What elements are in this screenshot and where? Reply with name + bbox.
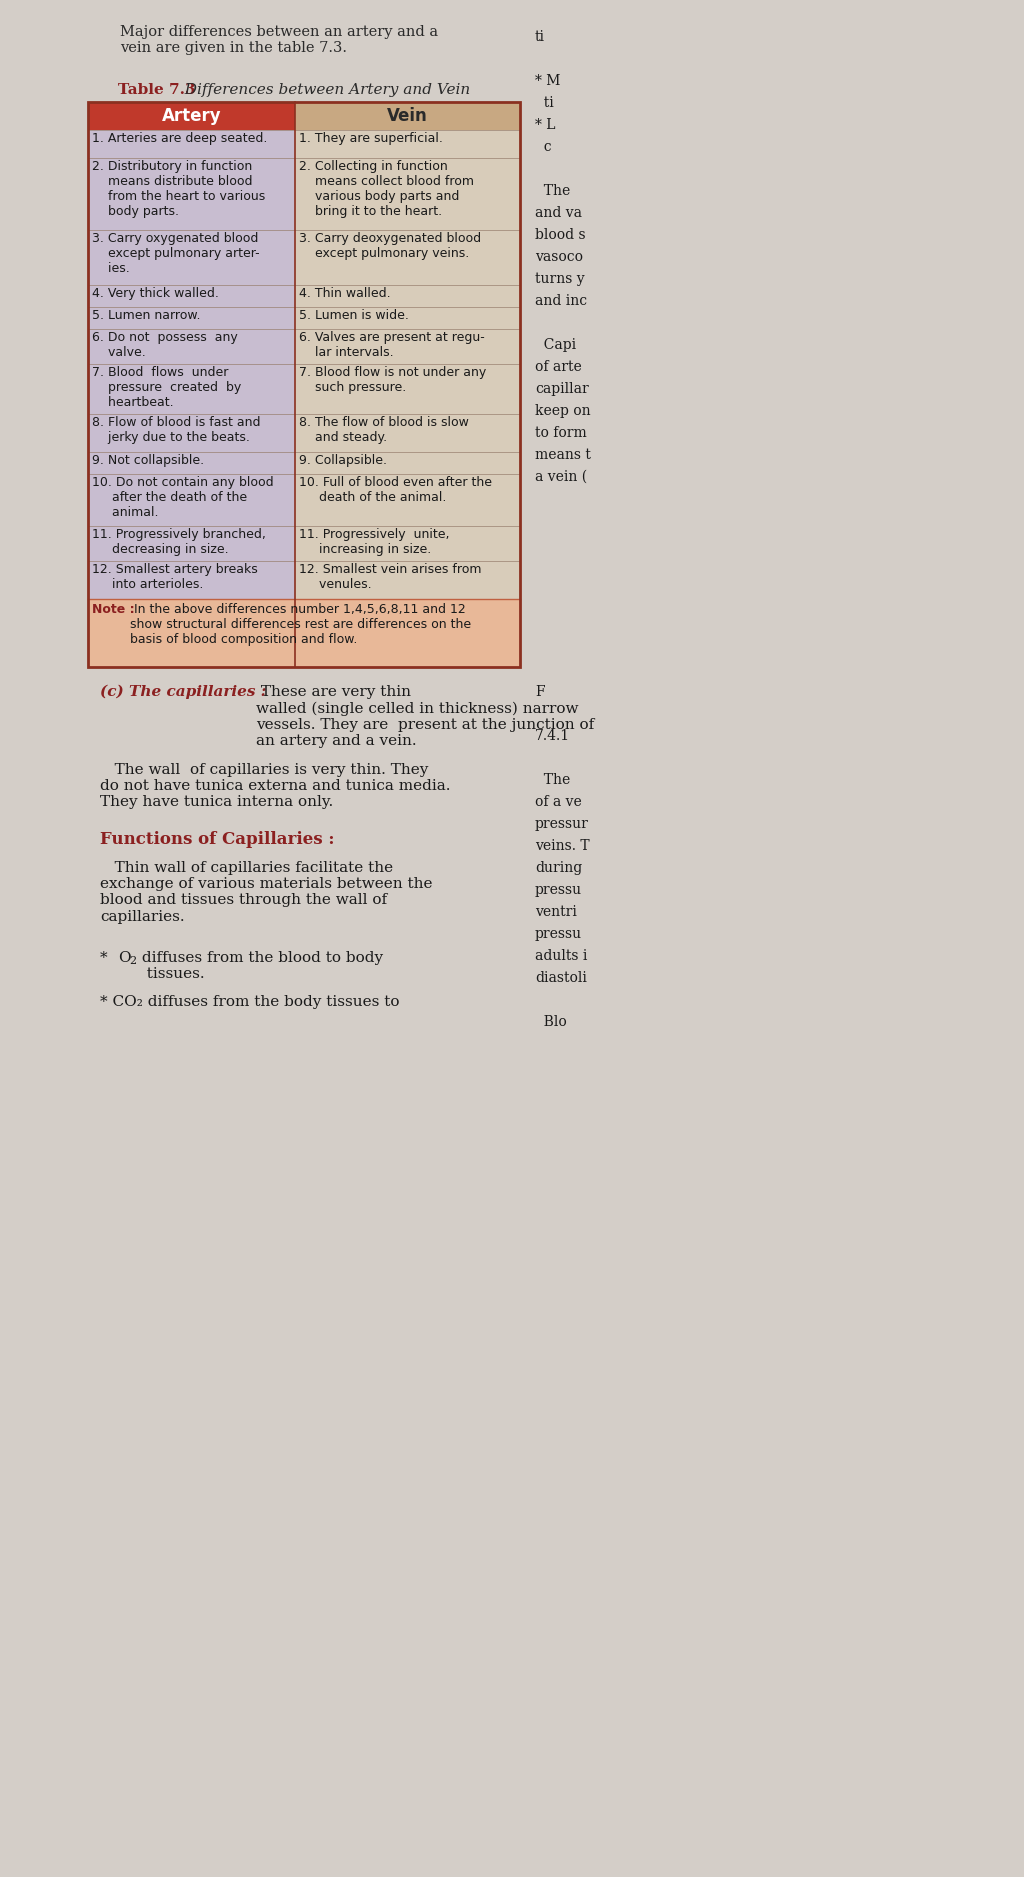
Text: 3. Carry deoxygenated blood
    except pulmonary veins.: 3. Carry deoxygenated blood except pulmo… <box>299 233 481 261</box>
Text: 8. The flow of blood is slow
    and steady.: 8. The flow of blood is slow and steady. <box>299 417 469 445</box>
Text: 2: 2 <box>129 955 136 967</box>
Text: Differences between Artery and Vein: Differences between Artery and Vein <box>175 83 470 98</box>
Text: and va: and va <box>535 206 582 220</box>
Text: (c) The capillaries :: (c) The capillaries : <box>100 685 266 700</box>
Text: adults i: adults i <box>535 950 588 963</box>
Text: c: c <box>535 141 552 154</box>
Text: turns y: turns y <box>535 272 585 285</box>
Text: pressu: pressu <box>535 882 582 897</box>
Text: 12. Smallest artery breaks
     into arterioles.: 12. Smallest artery breaks into arteriol… <box>92 563 258 591</box>
Text: pressur: pressur <box>535 816 589 832</box>
Text: 8. Flow of blood is fast and
    jerky due to the beats.: 8. Flow of blood is fast and jerky due t… <box>92 417 260 445</box>
Text: The: The <box>535 184 570 197</box>
Text: diffuses from the blood to body
  tissues.: diffuses from the blood to body tissues. <box>137 952 383 982</box>
Text: of a ve: of a ve <box>535 796 582 809</box>
Text: 5. Lumen is wide.: 5. Lumen is wide. <box>299 310 409 323</box>
Text: 6. Do not  possess  any
    valve.: 6. Do not possess any valve. <box>92 330 238 359</box>
Text: *: * <box>100 952 108 965</box>
Text: * M: * M <box>535 73 560 88</box>
Text: 11. Progressively  unite,
     increasing in size.: 11. Progressively unite, increasing in s… <box>299 527 450 556</box>
Text: 7.4.1: 7.4.1 <box>535 728 570 743</box>
Text: 5. Lumen narrow.: 5. Lumen narrow. <box>92 310 201 323</box>
Text: veins. T: veins. T <box>535 839 590 852</box>
Text: 1. Arteries are deep seated.: 1. Arteries are deep seated. <box>92 131 267 145</box>
Text: 3. Carry oxygenated blood
    except pulmonary arter-
    ies.: 3. Carry oxygenated blood except pulmona… <box>92 233 260 276</box>
Text: 11. Progressively branched,
     decreasing in size.: 11. Progressively branched, decreasing i… <box>92 527 266 556</box>
Text: Functions of Capillaries :: Functions of Capillaries : <box>100 832 335 848</box>
Text: Thin wall of capillaries facilitate the
exchange of various materials between th: Thin wall of capillaries facilitate the … <box>100 862 432 923</box>
Text: F: F <box>535 685 545 698</box>
Text: * L: * L <box>535 118 555 131</box>
Text: 7. Blood  flows  under
    pressure  created  by
    heartbeat.: 7. Blood flows under pressure created by… <box>92 366 242 409</box>
Bar <box>295 101 520 130</box>
Text: ventri: ventri <box>535 905 577 920</box>
Text: Major differences between an artery and a
vein are given in the table 7.3.: Major differences between an artery and … <box>120 24 438 54</box>
Text: diastoli: diastoli <box>535 970 587 985</box>
Text: Vein: Vein <box>387 107 428 126</box>
Text: The: The <box>535 773 570 786</box>
Text: ti: ti <box>535 30 545 43</box>
Text: 4. Very thick walled.: 4. Very thick walled. <box>92 287 219 300</box>
Text: keep on: keep on <box>535 404 591 419</box>
Text: capillar: capillar <box>535 383 589 396</box>
Text: ti: ti <box>535 96 554 111</box>
Text: Table 7.3: Table 7.3 <box>118 83 196 98</box>
Text: Artery: Artery <box>162 107 221 126</box>
Text: vasoco: vasoco <box>535 250 583 265</box>
Text: pressu: pressu <box>535 927 582 940</box>
Text: a vein (: a vein ( <box>535 469 587 484</box>
Text: O: O <box>118 952 131 965</box>
Text: and inc: and inc <box>535 295 587 308</box>
Text: to form: to form <box>535 426 587 439</box>
Bar <box>295 101 520 666</box>
Bar <box>88 101 520 666</box>
Bar <box>88 599 520 666</box>
Text: 10. Do not contain any blood
     after the death of the
     animal.: 10. Do not contain any blood after the d… <box>92 477 273 520</box>
Text: 2. Distributory in function
    means distribute blood
    from the heart to var: 2. Distributory in function means distri… <box>92 160 265 218</box>
Text: These are very thin
walled (single celled in thickness) narrow
vessels. They are: These are very thin walled (single celle… <box>256 685 594 749</box>
Text: during: during <box>535 862 583 875</box>
Text: * CO₂ diffuses from the body tissues to: * CO₂ diffuses from the body tissues to <box>100 995 399 1010</box>
Text: Blo: Blo <box>535 1015 566 1029</box>
Text: In the above differences number 1,4,5,6,8,11 and 12
show structural differences : In the above differences number 1,4,5,6,… <box>130 603 471 646</box>
Text: Note :: Note : <box>92 603 134 616</box>
Text: 2. Collecting in function
    means collect blood from
    various body parts an: 2. Collecting in function means collect … <box>299 160 474 218</box>
Text: The wall  of capillaries is very thin. They
do not have tunica externa and tunic: The wall of capillaries is very thin. Th… <box>100 762 451 809</box>
Text: 12. Smallest vein arises from
     venules.: 12. Smallest vein arises from venules. <box>299 563 481 591</box>
Text: 9. Collapsible.: 9. Collapsible. <box>299 454 387 467</box>
Text: 4. Thin walled.: 4. Thin walled. <box>299 287 390 300</box>
Bar <box>88 101 295 666</box>
Text: 1. They are superficial.: 1. They are superficial. <box>299 131 442 145</box>
Bar <box>88 101 295 130</box>
Text: 10. Full of blood even after the
     death of the animal.: 10. Full of blood even after the death o… <box>299 477 492 505</box>
Text: 7. Blood flow is not under any
    such pressure.: 7. Blood flow is not under any such pres… <box>299 366 486 394</box>
Text: Capi: Capi <box>535 338 577 353</box>
Text: of arte: of arte <box>535 360 582 374</box>
Text: blood s: blood s <box>535 227 586 242</box>
Text: 9. Not collapsible.: 9. Not collapsible. <box>92 454 204 467</box>
Text: means t: means t <box>535 449 591 462</box>
Text: 6. Valves are present at regu-
    lar intervals.: 6. Valves are present at regu- lar inter… <box>299 330 484 359</box>
